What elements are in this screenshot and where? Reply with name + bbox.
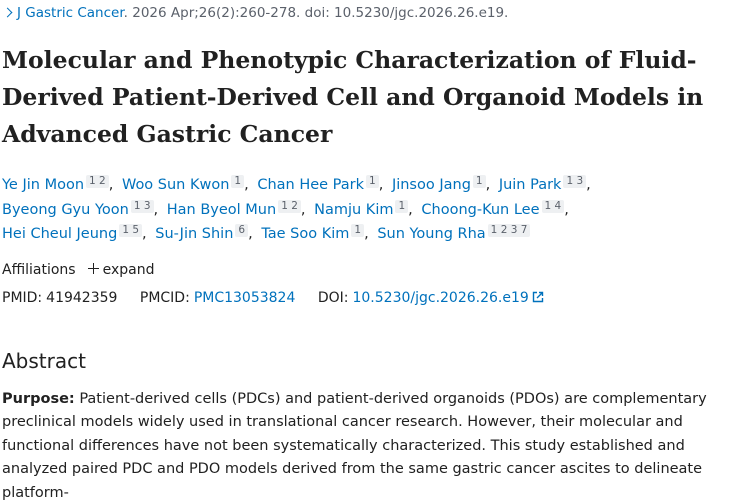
author-link[interactable]: Choong-Kun Lee: [421, 201, 540, 218]
author-link[interactable]: Juin Park: [498, 177, 562, 193]
author-link[interactable]: Ye Jin Moon: [2, 177, 85, 193]
affiliation-refs[interactable]: 1 5: [119, 224, 143, 237]
affiliation-refs[interactable]: 1 2 3 7: [487, 224, 531, 237]
author: Woo Sun Kwon 1: [121, 175, 253, 193]
affiliation-number[interactable]: 1: [544, 199, 552, 212]
abstract-heading: Abstract: [2, 348, 86, 373]
pmid: 41942359: [46, 289, 118, 306]
article-title: Molecular and Phenotypic Characterizatio…: [2, 46, 704, 148]
author: Jinsoo Jang 1: [391, 175, 494, 193]
affiliation-number[interactable]: 1: [122, 224, 129, 236]
author: Han Byeol Mun 1 2: [166, 199, 310, 218]
identifiers: PMID: 41942359 PMCID: PMC13053824 DOI: 10.5…: [2, 288, 748, 308]
pmcid-link[interactable]: PMC13053824: [193, 289, 296, 306]
author-link[interactable]: Chan Hee Park: [257, 177, 365, 193]
affiliation-number[interactable]: 1: [234, 175, 242, 187]
affiliation-number[interactable]: 3: [143, 199, 151, 212]
affiliation-refs[interactable]: 1 2: [278, 199, 301, 213]
affiliation-number[interactable]: 1: [369, 175, 376, 187]
affiliation-number[interactable]: 3: [510, 224, 518, 236]
citation-details: . 2026 Apr;26(2):260-278. doi: 10.5230/j…: [123, 5, 509, 21]
affiliation-refs[interactable]: 6: [235, 224, 249, 237]
author: Juin Park 1 3: [498, 175, 595, 193]
affiliation-number[interactable]: 2: [99, 175, 106, 187]
pmid-label: PMID:: [2, 289, 43, 306]
doi-label: DOI:: [317, 289, 349, 306]
affiliations: Affiliations expand: [2, 260, 748, 280]
author: Chan Hee Park 1: [257, 175, 387, 193]
affiliation-number[interactable]: 1: [566, 175, 574, 187]
section-text: Patient-derived cells (PDCs) and patient…: [2, 390, 707, 500]
author-link[interactable]: Namju Kim: [314, 201, 394, 218]
page: J Gastric Cancer. 2026 Apr;26(2):260-278…: [0, 4, 750, 500]
affiliation-number[interactable]: 1: [89, 175, 96, 187]
affiliation-refs[interactable]: 1: [395, 199, 409, 213]
affiliation-number[interactable]: 5: [132, 224, 140, 236]
author: Choong-Kun Lee 1 4: [421, 199, 573, 218]
author-link[interactable]: Jinsoo Jang: [391, 177, 471, 193]
affiliations-label: Affiliations: [2, 261, 76, 278]
author: Sun Young Rha 1 2 3 7: [377, 224, 531, 242]
article: J Gastric Cancer. 2026 Apr;26(2):260-278…: [0, 4, 750, 500]
journal-link[interactable]: J Gastric Cancer: [17, 5, 124, 21]
citation: J Gastric Cancer. 2026 Apr;26(2):260-278…: [2, 4, 748, 22]
chevron-icon: [2, 7, 13, 18]
external-link-icon[interactable]: [532, 291, 544, 303]
expand-toggle[interactable]: expand: [102, 261, 155, 278]
affiliation-number[interactable]: 2: [500, 224, 508, 236]
author: Ye Jin Moon 1 2: [2, 175, 117, 193]
author: Byeong Gyu Yoon 1 3: [2, 199, 162, 218]
author-link[interactable]: Sun Young Rha: [377, 226, 486, 242]
affiliation-number[interactable]: 1: [354, 224, 362, 236]
author: Hei Cheul Jeung 1 5: [2, 224, 151, 242]
affiliation-refs[interactable]: 1: [366, 175, 379, 188]
affiliation-number[interactable]: 3: [576, 175, 584, 187]
plus-icon[interactable]: [87, 262, 99, 274]
author-link[interactable]: Su-Jin Shin: [155, 226, 234, 242]
affiliation-refs[interactable]: 1 3: [130, 199, 154, 213]
affiliation-refs[interactable]: 1 3: [563, 175, 587, 188]
pmcid-label: PMCID:: [139, 289, 190, 306]
author-link[interactable]: Hei Cheul Jeung: [2, 226, 118, 242]
affiliation-number[interactable]: 4: [554, 199, 562, 212]
affiliation-refs[interactable]: 1: [351, 224, 365, 237]
author-link[interactable]: Tae Soo Kim: [261, 226, 350, 242]
author-link[interactable]: Woo Sun Kwon: [121, 177, 230, 193]
author-link[interactable]: Han Byeol Mun: [166, 201, 277, 218]
abstract-paragraph: Purpose: Patient-derived cells (PDCs) an…: [2, 388, 750, 500]
affiliation-number[interactable]: 6: [238, 224, 246, 236]
affiliation-refs[interactable]: 1: [472, 175, 486, 188]
affiliation-refs[interactable]: 1 4: [541, 199, 565, 213]
affiliation-number[interactable]: 1: [281, 199, 288, 212]
author: Namju Kim 1: [314, 199, 417, 218]
section-label: Purpose:: [2, 390, 75, 407]
author-link[interactable]: Byeong Gyu Yoon: [2, 201, 129, 218]
affiliation-number[interactable]: 7: [520, 224, 528, 236]
affiliation-number[interactable]: 1: [398, 199, 406, 212]
affiliation-number[interactable]: 2: [291, 199, 298, 212]
affiliation-number[interactable]: 1: [490, 224, 498, 236]
author: Tae Soo Kim 1: [261, 224, 373, 242]
author: Su-Jin Shin 6: [155, 224, 257, 242]
affiliation-refs[interactable]: 1: [231, 175, 245, 188]
affiliation-number[interactable]: 1: [133, 199, 141, 212]
abstract-body: Purpose: Patient-derived cells (PDCs) an…: [2, 388, 748, 500]
affiliation-number[interactable]: 1: [475, 175, 483, 187]
doi-link[interactable]: 10.5230/jgc.2026.26.e19: [352, 289, 529, 306]
affiliation-refs[interactable]: 1 2: [86, 175, 109, 188]
